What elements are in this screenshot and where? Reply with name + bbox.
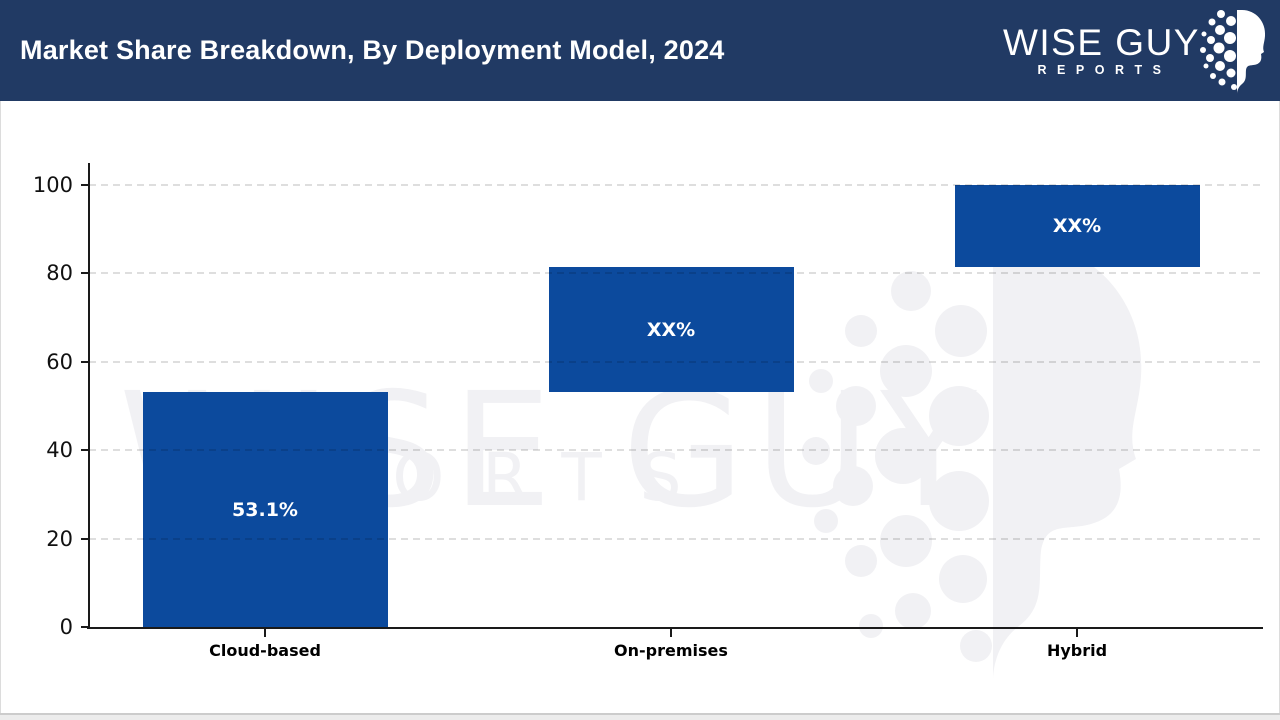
logo-subtext: REPORTS xyxy=(1037,63,1172,77)
y-tick-label: 60 xyxy=(46,349,73,374)
watermark-face-profile-dots-icon xyxy=(802,241,1142,679)
x-tickmark xyxy=(264,629,266,637)
gridline xyxy=(89,537,1263,540)
y-tickmark xyxy=(81,449,89,452)
x-tickmark xyxy=(670,629,672,637)
y-tickmark xyxy=(81,272,89,275)
bar-segment xyxy=(142,392,388,627)
y-tickmark xyxy=(81,360,89,363)
x-tickmark xyxy=(1076,629,1078,637)
y-tickmark xyxy=(81,626,89,628)
bar-value-label: XX% xyxy=(646,318,696,341)
y-axis-line xyxy=(88,163,90,629)
y-tickmark xyxy=(81,184,89,186)
y-tick-label: 20 xyxy=(46,526,73,551)
x-category-label: On-premises xyxy=(614,641,728,660)
gridline xyxy=(89,272,1263,275)
y-tick-label: 80 xyxy=(46,261,73,286)
x-category-label: Cloud-based xyxy=(209,641,321,660)
bar-value-label: XX% xyxy=(1052,214,1102,237)
plot-area: WISE GUY REPORTS 0 20 40 60 80 100 53.1% XX% XX%… xyxy=(0,101,1280,713)
x-axis-line xyxy=(87,627,1263,629)
face-profile-dots-icon xyxy=(1200,10,1266,94)
logo-wordmark: WISE GUY xyxy=(1002,22,1200,63)
gridline xyxy=(89,360,1263,363)
y-tick-label: 0 xyxy=(59,615,73,639)
header-banner: Market Share Breakdown, By Deployment Mo… xyxy=(0,0,1280,101)
bar-segment xyxy=(954,185,1200,267)
bar-segment xyxy=(548,266,794,393)
y-tick-label: 40 xyxy=(46,438,73,463)
bar-value-label: 53.1% xyxy=(232,498,298,521)
x-category-label: Hybrid xyxy=(1046,641,1108,660)
y-tick-label: 100 xyxy=(32,173,73,197)
gridline xyxy=(89,449,1263,452)
gridline xyxy=(89,184,1263,186)
wiseguy-logo: WISE GUY REPORTS xyxy=(1003,0,1268,101)
y-tickmark xyxy=(81,537,89,540)
chart-title: Market Share Breakdown, By Deployment Mo… xyxy=(20,35,725,65)
bottom-edge-line xyxy=(0,713,1280,720)
